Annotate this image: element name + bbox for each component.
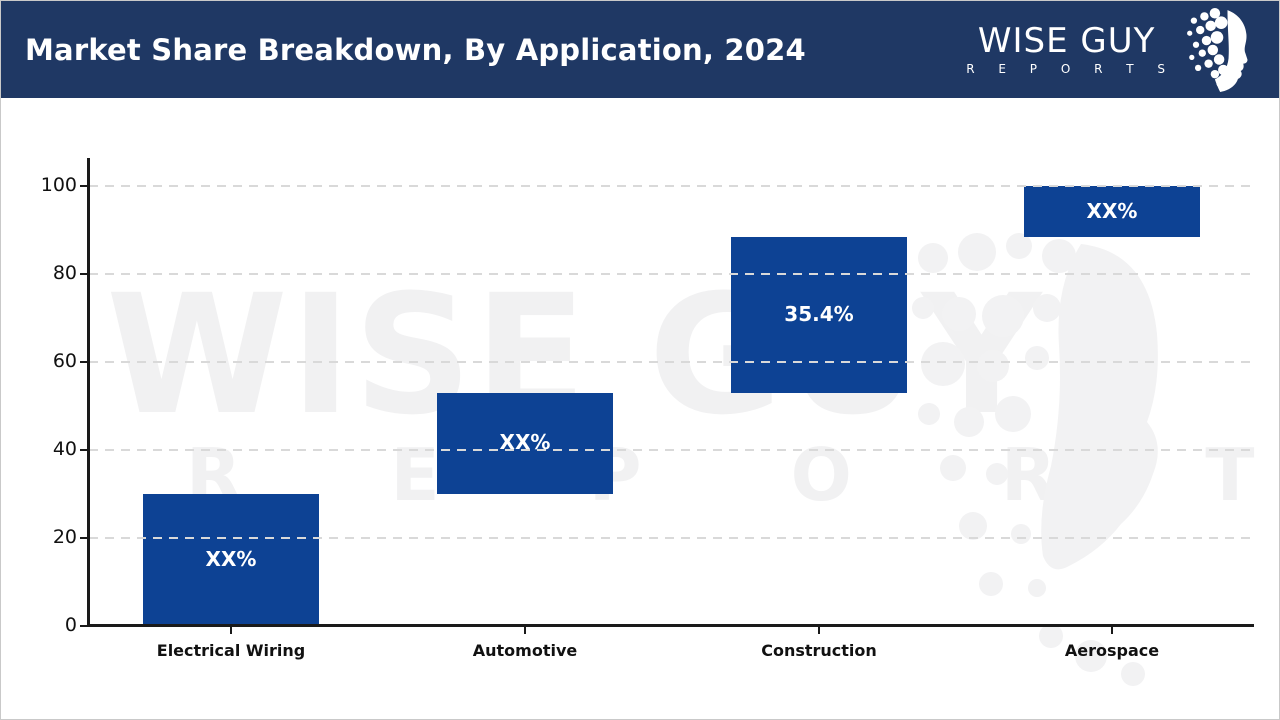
bar-construction [731,237,907,393]
bar-automotive [437,392,613,494]
category-label-2: Construction [761,641,877,660]
bar-value-label: XX% [205,547,257,571]
logo-subtitle: R E P O R T S [966,62,1175,76]
y-tick-label-0: 0 [64,614,77,636]
y-tick-label-40: 40 [52,438,77,460]
y-tick-label-100: 100 [40,174,77,196]
bar-value-label: XX% [1086,198,1138,223]
dotted-head-profile-icon [1187,7,1248,92]
x-tick-3 [1111,627,1113,634]
y-tick-label-80: 80 [52,262,77,284]
y-tick-20 [80,537,88,539]
y-tick-100 [80,185,88,187]
y-tick-0 [80,625,88,627]
gridline-80 [89,273,1254,275]
category-label-0: Electrical Wiring [156,641,306,660]
x-tick-2 [818,627,820,634]
page-title: Market Share Breakdown, By Application, … [25,32,806,67]
gridline-60 [89,361,1254,363]
y-tick-40 [80,449,88,451]
gridline-100 [89,185,1254,187]
x-tick-0 [230,627,232,634]
y-tick-label-60: 60 [52,350,77,372]
header-band: Market Share Breakdown, By Application, … [1,1,1279,98]
gridline-20 [89,537,1254,539]
x-axis-line [87,624,1254,627]
y-axis-line [87,158,90,627]
market-share-chart: 0 20 40 60 80 100 XX% XX% 35.4% XX% Electrical W… [1,98,1279,719]
gridline-40 [89,449,1254,451]
y-tick-label-20: 20 [52,526,77,548]
logo-wordmark: WISE GUY [977,21,1156,61]
x-tick-1 [524,627,526,634]
category-label-1: Automotive [472,641,578,660]
bar-value-label: XX% [499,430,551,455]
bar-electrical-wiring [143,494,319,626]
category-label-3: Aerospace [1064,641,1160,660]
wise-guy-logo: WISE GUY R E P O R T S [958,7,1255,92]
logo-text: WISE GUY R E P O R T S [958,24,1175,75]
bar-value-label: 35.4% [784,301,854,326]
y-tick-80 [80,273,88,275]
y-tick-60 [80,361,88,363]
bar-aerospace [1024,186,1200,238]
